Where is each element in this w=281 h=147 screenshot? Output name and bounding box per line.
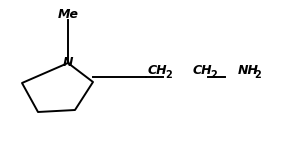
Text: NH: NH xyxy=(238,65,259,77)
Text: 2: 2 xyxy=(210,70,217,80)
Text: N: N xyxy=(63,56,73,70)
Text: CH: CH xyxy=(193,65,213,77)
Text: CH: CH xyxy=(148,65,168,77)
Text: 2: 2 xyxy=(254,70,261,80)
Text: Me: Me xyxy=(58,7,78,20)
Text: 2: 2 xyxy=(165,70,172,80)
